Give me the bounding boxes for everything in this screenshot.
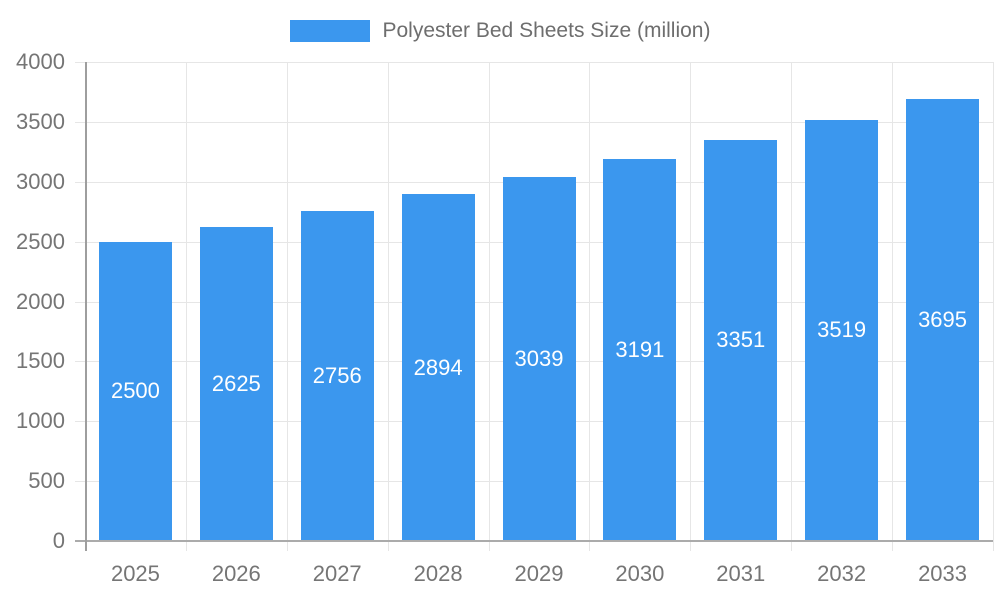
y-gridline bbox=[75, 62, 993, 63]
legend-label: Polyester Bed Sheets Size (million) bbox=[382, 19, 711, 42]
y-gridline bbox=[75, 121, 993, 123]
x-axis-tick-label: 2027 bbox=[312, 561, 362, 586]
y-axis-tick-label: 1500 bbox=[16, 348, 65, 374]
x-gridline bbox=[791, 62, 793, 551]
x-gridline bbox=[488, 62, 490, 551]
bar-value-label: 2500 bbox=[110, 378, 160, 404]
x-gridline bbox=[892, 62, 894, 551]
bar-value-label: 2894 bbox=[413, 354, 463, 380]
x-axis-tick-label: 2030 bbox=[615, 561, 665, 586]
bar-value-label: 3695 bbox=[918, 306, 968, 332]
bar-2031[interactable]: 3351 bbox=[704, 139, 778, 541]
y-axis-tick-label: 1000 bbox=[16, 408, 65, 434]
y-axis-line bbox=[85, 62, 87, 551]
bar-2028[interactable]: 2894 bbox=[401, 194, 475, 541]
x-axis-tick-label: 2033 bbox=[918, 561, 968, 586]
y-axis-tick-label: 4000 bbox=[16, 49, 65, 74]
x-gridline bbox=[993, 62, 994, 551]
bar-2032[interactable]: 3519 bbox=[805, 119, 879, 541]
bar-value-label: 2625 bbox=[211, 370, 261, 396]
x-axis-tick-label: 2028 bbox=[413, 561, 463, 586]
x-gridline bbox=[589, 62, 591, 551]
x-gridline bbox=[185, 62, 187, 551]
x-axis-line bbox=[75, 540, 993, 542]
x-axis-tick-label: 2025 bbox=[110, 561, 160, 586]
y-axis-tick-label: 0 bbox=[52, 528, 65, 553]
x-gridline bbox=[690, 62, 692, 551]
bar-value-label: 3039 bbox=[514, 346, 564, 372]
bar-2030[interactable]: 3191 bbox=[603, 158, 677, 541]
x-gridline bbox=[387, 62, 389, 551]
bar-2033[interactable]: 3695 bbox=[906, 98, 980, 541]
y-axis-tick-label: 3500 bbox=[16, 108, 65, 134]
legend[interactable]: Polyester Bed Sheets Size (million) bbox=[0, 20, 1000, 42]
bar-value-label: 3351 bbox=[716, 327, 766, 353]
plot-area: 2500 2625 2756 2894 3039 3191 3351 3519 3695 0 50… bbox=[16, 49, 994, 586]
bar-value-label: 3519 bbox=[817, 317, 867, 343]
y-axis-tick-label: 2000 bbox=[16, 288, 65, 314]
y-axis-tick-label: 2500 bbox=[16, 228, 65, 254]
x-axis-tick-label: 2029 bbox=[514, 561, 564, 586]
bar-2029[interactable]: 3039 bbox=[502, 177, 576, 541]
x-axis-tick-label: 2032 bbox=[817, 561, 867, 586]
bar-value-label: 2756 bbox=[312, 362, 362, 388]
y-axis-tick-label: 500 bbox=[28, 468, 65, 494]
bar-2026[interactable]: 2625 bbox=[199, 226, 273, 541]
x-axis-tick-label: 2031 bbox=[716, 561, 766, 586]
bar-2027[interactable]: 2756 bbox=[300, 210, 374, 541]
x-axis-tick-label: 2026 bbox=[211, 561, 261, 586]
bar-2025[interactable]: 2500 bbox=[98, 241, 172, 541]
y-axis-tick-label: 3000 bbox=[16, 168, 65, 194]
legend-swatch-icon bbox=[289, 20, 370, 42]
x-gridline bbox=[286, 62, 288, 551]
bar-value-label: 3191 bbox=[615, 336, 665, 362]
